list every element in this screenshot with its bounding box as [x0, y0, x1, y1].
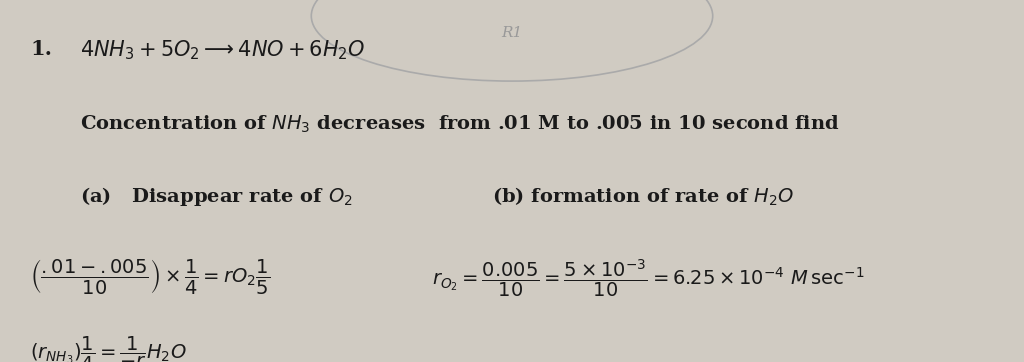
- Text: Concentration of $NH_3$ decreases  from .01 M to .005 in 10 second find: Concentration of $NH_3$ decreases from .…: [81, 114, 840, 135]
- Text: (b) formation of rate of $H_2O$: (b) formation of rate of $H_2O$: [492, 185, 794, 208]
- Text: $r_{O_2} = \dfrac{0.005}{10} = \dfrac{5\times10^{-3}}{10}= 6.25\times10^{-4}\ M\: $r_{O_2} = \dfrac{0.005}{10} = \dfrac{5\…: [432, 257, 864, 299]
- Text: $\left(r_{NH_3}\right)\dfrac{1}{4} = \dfrac{1}{-r}H_2O$: $\left(r_{NH_3}\right)\dfrac{1}{4} = \df…: [31, 335, 187, 362]
- Text: 1.: 1.: [31, 39, 52, 59]
- Text: $\left(\dfrac{.01-.005}{10}\right)\times\dfrac{1}{4} = rO_2\dfrac{1}{5}$: $\left(\dfrac{.01-.005}{10}\right)\times…: [31, 257, 270, 296]
- Text: R1: R1: [502, 26, 522, 40]
- Text: (a)   Disappear rate of $O_2$: (a) Disappear rate of $O_2$: [81, 185, 353, 209]
- Text: $4NH_3 + 5O_2 \longrightarrow 4NO + 6H_2O$: $4NH_3 + 5O_2 \longrightarrow 4NO + 6H_2…: [81, 39, 366, 62]
